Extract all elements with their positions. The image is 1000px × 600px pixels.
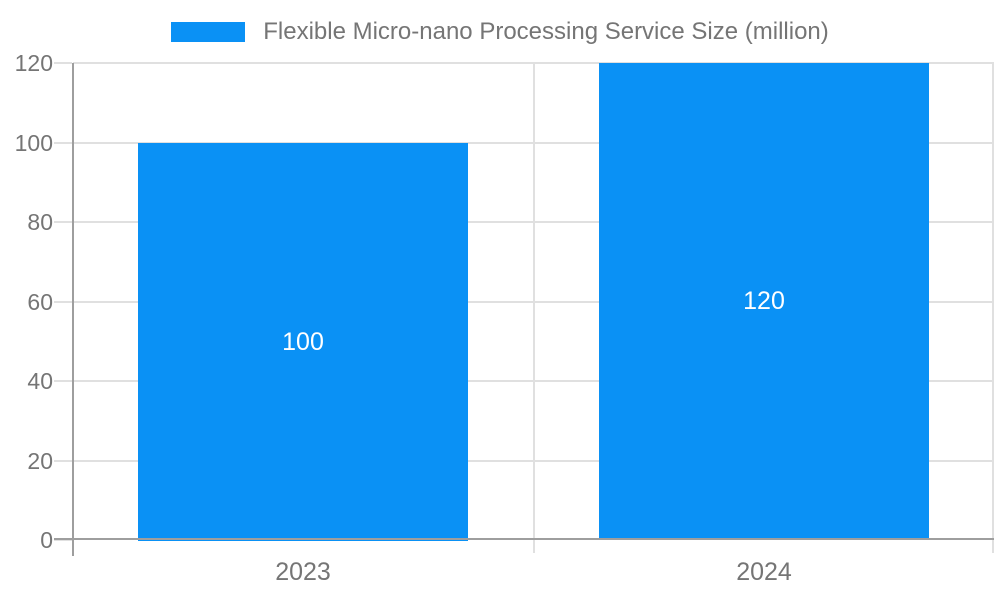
- y-tick: [54, 142, 72, 144]
- x-axis-tick-label: 2024: [736, 558, 792, 586]
- chart-legend: Flexible Micro-nano Processing Service S…: [0, 18, 1000, 45]
- bar-value-label: 100: [282, 327, 324, 356]
- legend-swatch-icon: [171, 22, 246, 42]
- bar: 100: [138, 143, 468, 541]
- y-axis-tick-label: 120: [14, 50, 53, 76]
- x-axis-line: [54, 538, 994, 540]
- y-axis-tick-label: 60: [27, 289, 53, 315]
- legend-label: Flexible Micro-nano Processing Service S…: [263, 18, 829, 45]
- bar-value-label: 120: [743, 287, 785, 315]
- y-axis-tick-label: 100: [14, 130, 53, 156]
- y-tick: [54, 380, 72, 382]
- y-axis-tick-label: 20: [27, 448, 53, 474]
- y-tick: [54, 460, 72, 462]
- y-axis-tick-label: 80: [27, 209, 53, 235]
- x-axis-tick-label: 2023: [275, 558, 331, 586]
- category-boundary-line: [533, 63, 535, 553]
- y-axis-line: [72, 63, 74, 556]
- y-tick: [54, 62, 72, 64]
- y-tick: [54, 221, 72, 223]
- bar: 120: [599, 63, 929, 540]
- y-tick: [54, 301, 72, 303]
- y-tick: [54, 539, 72, 541]
- category-boundary-line: [992, 63, 994, 553]
- y-axis-tick-label: 40: [27, 368, 53, 394]
- y-axis-tick-label: 0: [40, 527, 53, 553]
